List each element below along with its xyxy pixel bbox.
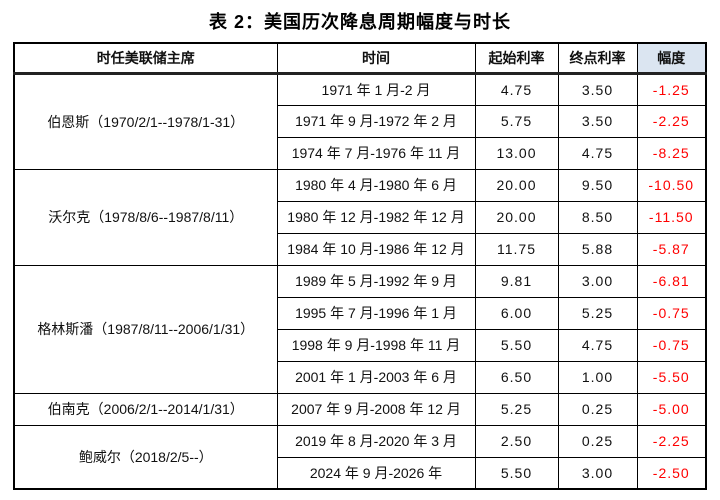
period-cell: 1980 年 12 月-1982 年 12 月 xyxy=(276,200,476,234)
start-rate-cell: 5.50 xyxy=(474,456,559,490)
period-cell: 1984 年 10 月-1986 年 12 月 xyxy=(276,232,476,266)
start-rate-cell: 11.75 xyxy=(474,232,559,266)
table-row: 1995 年 7 月-1996 年 1 月 6.00 5.25 -0.75 xyxy=(14,296,707,330)
period-cell: 1971 年 1 月-2 月 xyxy=(276,72,476,106)
end-rate-cell: 3.00 xyxy=(557,264,638,298)
rate-cut-table: 时任美联储主席 时间 起始利率 终点利率 幅度 伯恩斯（1970/2/1--19… xyxy=(13,42,707,490)
period-cell: 1974 年 7 月-1976 年 11 月 xyxy=(276,136,476,170)
header-change: 幅度 xyxy=(636,42,707,75)
end-rate-cell: 5.88 xyxy=(557,232,638,266)
table-row: 鲍威尔（2018/2/5--） 2019 年 8 月-2020 年 3 月 2.50… xyxy=(13,424,707,490)
chair-cell: 沃尔克（1978/8/6--1987/8/11） xyxy=(13,168,278,266)
chair-cell: 伯南克（2006/2/1--2014/1/31） xyxy=(13,392,278,426)
table-title: 表 2：美国历次降息周期幅度与时长 xyxy=(208,12,511,32)
change-cell: -10.50 xyxy=(636,168,707,202)
table-row: 1998 年 9 月-1998 年 11 月 5.50 4.75 -0.75 xyxy=(14,328,707,362)
end-rate-cell: 0.25 xyxy=(557,392,638,426)
start-rate-cell: 2.50 xyxy=(474,424,559,458)
table-row: 2024 年 9 月-2026 年 5.50 3.00 -2.50 xyxy=(14,456,707,490)
end-rate-cell: 5.25 xyxy=(557,296,638,330)
period-cell: 2024 年 9 月-2026 年 xyxy=(276,456,476,490)
end-rate-cell: 1.00 xyxy=(557,360,638,394)
end-rate-cell: 9.50 xyxy=(557,168,638,202)
change-cell: -6.81 xyxy=(636,264,707,298)
period-cell: 1998 年 9 月-1998 年 11 月 xyxy=(276,328,476,362)
table-row: 格林斯潘（1987/8/11--2006/1/31） 1989 年 5 月-199… xyxy=(13,264,707,394)
change-cell: -2.50 xyxy=(636,456,707,490)
end-rate-cell: 3.00 xyxy=(557,456,638,490)
header-end-rate: 终点利率 xyxy=(557,42,638,75)
end-rate-cell: 3.50 xyxy=(557,72,638,106)
table-row: 2001 年 1 月-2003 年 6 月 6.50 1.00 -5.50 xyxy=(14,360,707,394)
chair-cell: 伯恩斯（1970/2/1--1978/1-31） xyxy=(13,72,278,170)
table-row: 1980 年 12 月-1982 年 12 月 20.00 8.50 -11.50 xyxy=(14,200,707,234)
change-cell: -1.25 xyxy=(636,72,707,106)
start-rate-cell: 5.50 xyxy=(474,328,559,362)
chair-cell: 鲍威尔（2018/2/5--） xyxy=(13,424,278,490)
change-cell: -11.50 xyxy=(636,200,707,234)
start-rate-cell: 20.00 xyxy=(474,200,559,234)
end-rate-cell: 4.75 xyxy=(557,136,638,170)
end-rate-cell: 3.50 xyxy=(557,104,638,138)
change-cell: -8.25 xyxy=(636,136,707,170)
table-row: 伯恩斯（1970/2/1--1978/1-31） 1971 年 1 月-2 月 4.… xyxy=(13,72,707,170)
start-rate-cell: 5.75 xyxy=(474,104,559,138)
change-cell: -2.25 xyxy=(636,104,707,138)
header-period: 时间 xyxy=(276,42,476,75)
table-body: 伯恩斯（1970/2/1--1978/1-31） 1971 年 1 月-2 月 4.… xyxy=(13,72,707,490)
header-row: 时任美联储主席 时间 起始利率 终点利率 幅度 xyxy=(13,42,707,75)
start-rate-cell: 20.00 xyxy=(474,168,559,202)
change-cell: -5.00 xyxy=(636,392,707,426)
period-cell: 1971 年 9 月-1972 年 2 月 xyxy=(276,104,476,138)
end-rate-cell: 8.50 xyxy=(557,200,638,234)
header-start-rate: 起始利率 xyxy=(474,42,559,75)
table-row: 1984 年 10 月-1986 年 12 月 11.75 5.88 -5.87 xyxy=(14,232,707,266)
table-row: 伯南克（2006/2/1--2014/1/31） 2007 年 9 月-2008 … xyxy=(13,392,707,426)
table-header: 时任美联储主席 时间 起始利率 终点利率 幅度 xyxy=(13,42,707,75)
change-cell: -0.75 xyxy=(636,296,707,330)
end-rate-cell: 0.25 xyxy=(557,424,638,458)
change-cell: -5.87 xyxy=(636,232,707,266)
period-cell: 1980 年 4 月-1980 年 6 月 xyxy=(276,168,476,202)
start-rate-cell: 13.00 xyxy=(474,136,559,170)
period-cell: 2019 年 8 月-2020 年 3 月 xyxy=(276,424,476,458)
change-cell: -5.50 xyxy=(636,360,707,394)
table-row: 1971 年 9 月-1972 年 2 月 5.75 3.50 -2.25 xyxy=(14,104,707,138)
period-cell: 2007 年 9 月-2008 年 12 月 xyxy=(276,392,476,426)
change-cell: -0.75 xyxy=(636,328,707,362)
start-rate-cell: 5.25 xyxy=(474,392,559,426)
chair-cell: 格林斯潘（1987/8/11--2006/1/31） xyxy=(13,264,278,394)
start-rate-cell: 6.50 xyxy=(474,360,559,394)
period-cell: 1989 年 5 月-1992 年 9 月 xyxy=(276,264,476,298)
table-row: 1974 年 7 月-1976 年 11 月 13.00 4.75 -8.25 xyxy=(14,136,707,170)
period-cell: 2001 年 1 月-2003 年 6 月 xyxy=(276,360,476,394)
header-chair: 时任美联储主席 xyxy=(13,42,278,75)
table-row: 沃尔克（1978/8/6--1987/8/11） 1980 年 4 月-1980 … xyxy=(13,168,707,266)
start-rate-cell: 6.00 xyxy=(474,296,559,330)
end-rate-cell: 4.75 xyxy=(557,328,638,362)
start-rate-cell: 9.81 xyxy=(474,264,559,298)
start-rate-cell: 4.75 xyxy=(474,72,559,106)
change-cell: -2.25 xyxy=(636,424,707,458)
period-cell: 1995 年 7 月-1996 年 1 月 xyxy=(276,296,476,330)
